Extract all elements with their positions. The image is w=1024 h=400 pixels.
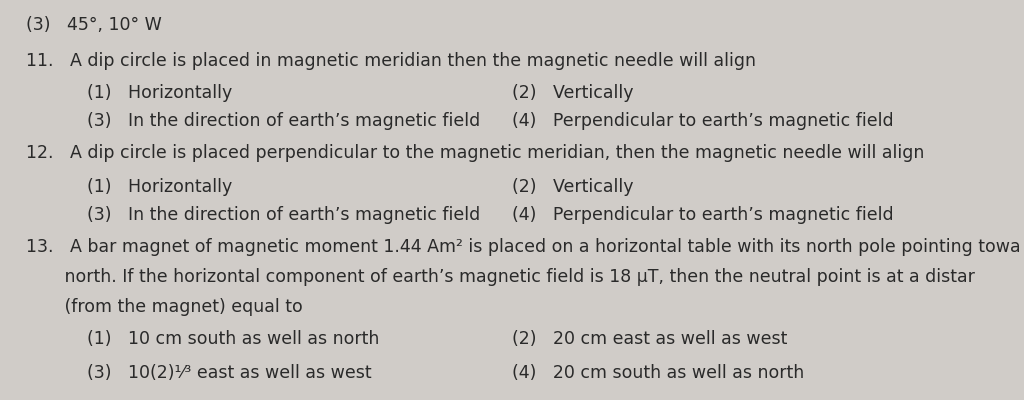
Text: (1)   Horizontally: (1) Horizontally xyxy=(87,178,232,196)
Text: (2)   Vertically: (2) Vertically xyxy=(512,178,634,196)
Text: (4)   Perpendicular to earth’s magnetic field: (4) Perpendicular to earth’s magnetic fi… xyxy=(512,206,894,224)
Text: (3)   In the direction of earth’s magnetic field: (3) In the direction of earth’s magnetic… xyxy=(87,112,480,130)
Text: (4)   Perpendicular to earth’s magnetic field: (4) Perpendicular to earth’s magnetic fi… xyxy=(512,112,894,130)
Text: 12.   A dip circle is placed perpendicular to the magnetic meridian, then the ma: 12. A dip circle is placed perpendicular… xyxy=(26,144,924,162)
Text: north. If the horizontal component of earth’s magnetic field is 18 μT, then the : north. If the horizontal component of ea… xyxy=(26,268,975,286)
Text: (3)   In the direction of earth’s magnetic field: (3) In the direction of earth’s magnetic… xyxy=(87,206,480,224)
Text: (3)   45°, 10° W: (3) 45°, 10° W xyxy=(26,16,162,34)
Text: (from the magnet) equal to: (from the magnet) equal to xyxy=(26,298,302,316)
Text: (2)   20 cm east as well as west: (2) 20 cm east as well as west xyxy=(512,330,787,348)
Text: (2)   Vertically: (2) Vertically xyxy=(512,84,634,102)
Text: (3)   10(2)¹⁄³ east as well as west: (3) 10(2)¹⁄³ east as well as west xyxy=(87,364,372,382)
Text: (1)   10 cm south as well as north: (1) 10 cm south as well as north xyxy=(87,330,380,348)
Text: (1)   Horizontally: (1) Horizontally xyxy=(87,84,232,102)
Text: 13.   A bar magnet of magnetic moment 1.44 Am² is placed on a horizontal table w: 13. A bar magnet of magnetic moment 1.44… xyxy=(26,238,1020,256)
Text: (4)   20 cm south as well as north: (4) 20 cm south as well as north xyxy=(512,364,804,382)
Text: 11.   A dip circle is placed in magnetic meridian then the magnetic needle will : 11. A dip circle is placed in magnetic m… xyxy=(26,52,756,70)
